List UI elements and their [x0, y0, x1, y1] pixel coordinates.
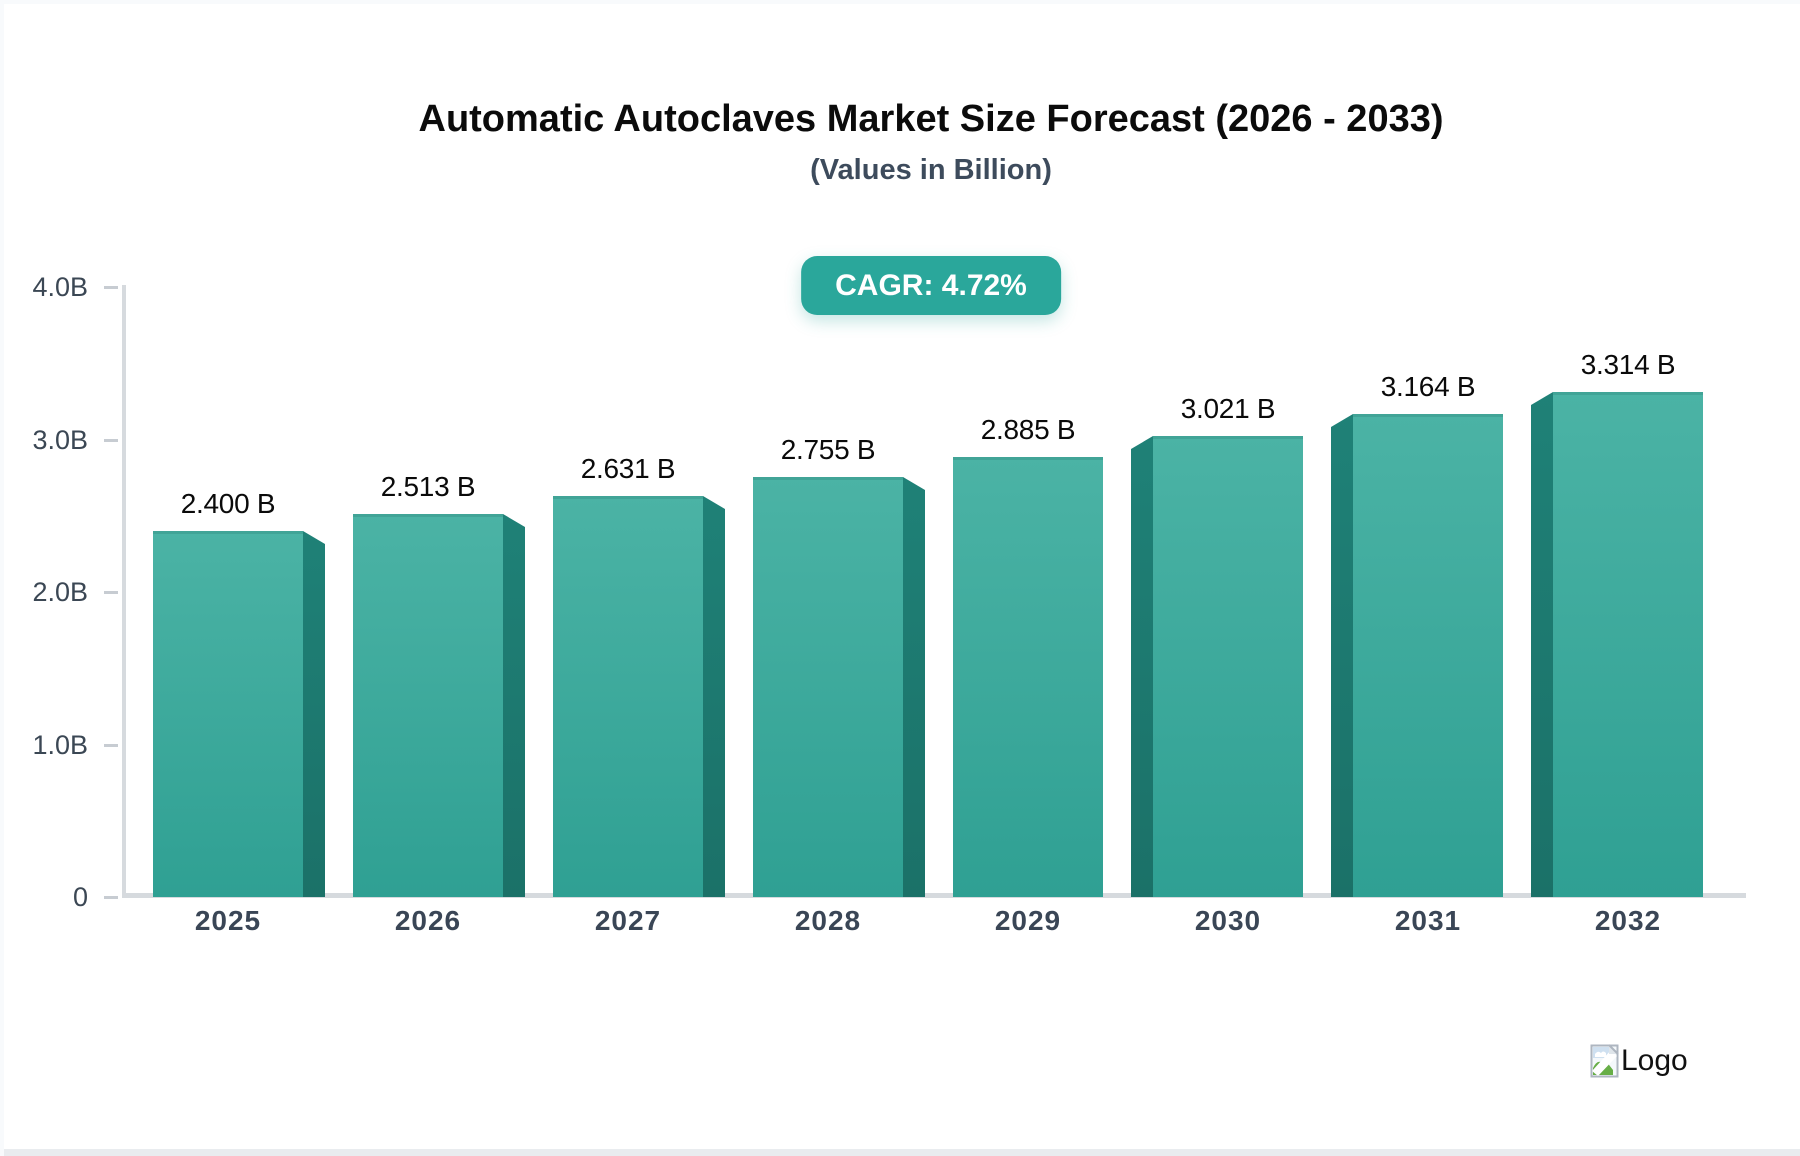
bar-2029: [953, 457, 1103, 897]
x-tick-label-2028: 2028: [794, 905, 862, 936]
bar-3d-side-2030: [1131, 436, 1153, 897]
bar-value-label-2032: 3.314 B: [1580, 349, 1676, 380]
x-tick-label-2026: 2026: [394, 905, 462, 936]
x-tick-label-2029: 2029: [994, 905, 1062, 936]
bar-2028: [753, 477, 903, 897]
y-tick-label: 0: [72, 882, 88, 912]
x-tick-label-2025: 2025: [194, 905, 262, 936]
logo-alt-text: Logo: [1621, 1044, 1688, 1077]
bar-value-label-2029: 2.885 B: [980, 414, 1076, 445]
bar-3d-side-2032: [1531, 392, 1553, 897]
bar-2030: [1153, 436, 1303, 897]
bar-value-label-2026: 2.513 B: [380, 471, 476, 502]
bar-value-label-2025: 2.400 B: [180, 488, 276, 519]
bar-3d-side-2025: [303, 531, 325, 897]
bar-value-label-2028: 2.755 B: [780, 434, 876, 465]
bar-2031: [1353, 414, 1503, 897]
chart-title: Automatic Autoclaves Market Size Forecas…: [418, 98, 1444, 140]
bar-value-label-2027: 2.631 B: [580, 453, 676, 484]
y-tick-label: 2.0B: [32, 577, 88, 607]
x-tick-label-2032: 2032: [1594, 905, 1662, 936]
y-tick-label: 1.0B: [32, 729, 88, 760]
y-tick-mark: [104, 438, 118, 442]
logo: Logo: [1590, 1044, 1688, 1078]
bar-3d-side-2028: [903, 477, 925, 897]
x-tick-label-2030: 2030: [1194, 905, 1262, 936]
y-tick-label: 4.0B: [32, 272, 88, 302]
bar-2032: [1553, 392, 1703, 897]
bar-3d-side-2031: [1331, 414, 1353, 897]
bar-2025: [153, 531, 303, 897]
y-tick-mark: [104, 743, 118, 747]
chart-subtitle: (Values in Billion): [810, 154, 1052, 186]
y-tick-mark: [104, 286, 118, 289]
x-tick-label-2031: 2031: [1394, 905, 1462, 936]
cagr-badge: CAGR: 4.72%: [801, 256, 1061, 315]
bar-2027: [553, 496, 703, 897]
bottom-border: [4, 1149, 1800, 1156]
x-tick-label-2027: 2027: [594, 905, 662, 936]
bar-3d-side-2027: [703, 496, 725, 897]
broken-image-icon: [1590, 1044, 1619, 1078]
y-tick-label: 3.0B: [32, 424, 88, 455]
x-axis-line: [122, 893, 1746, 898]
bar-2026: [353, 514, 503, 897]
bar-value-label-2031: 3.164 B: [1380, 371, 1476, 402]
y-tick-mark: [104, 591, 118, 594]
y-axis-line: [122, 285, 126, 897]
y-tick-mark: [104, 896, 118, 899]
bar-3d-side-2026: [503, 514, 525, 897]
bar-value-label-2030: 3.021 B: [1180, 393, 1276, 424]
